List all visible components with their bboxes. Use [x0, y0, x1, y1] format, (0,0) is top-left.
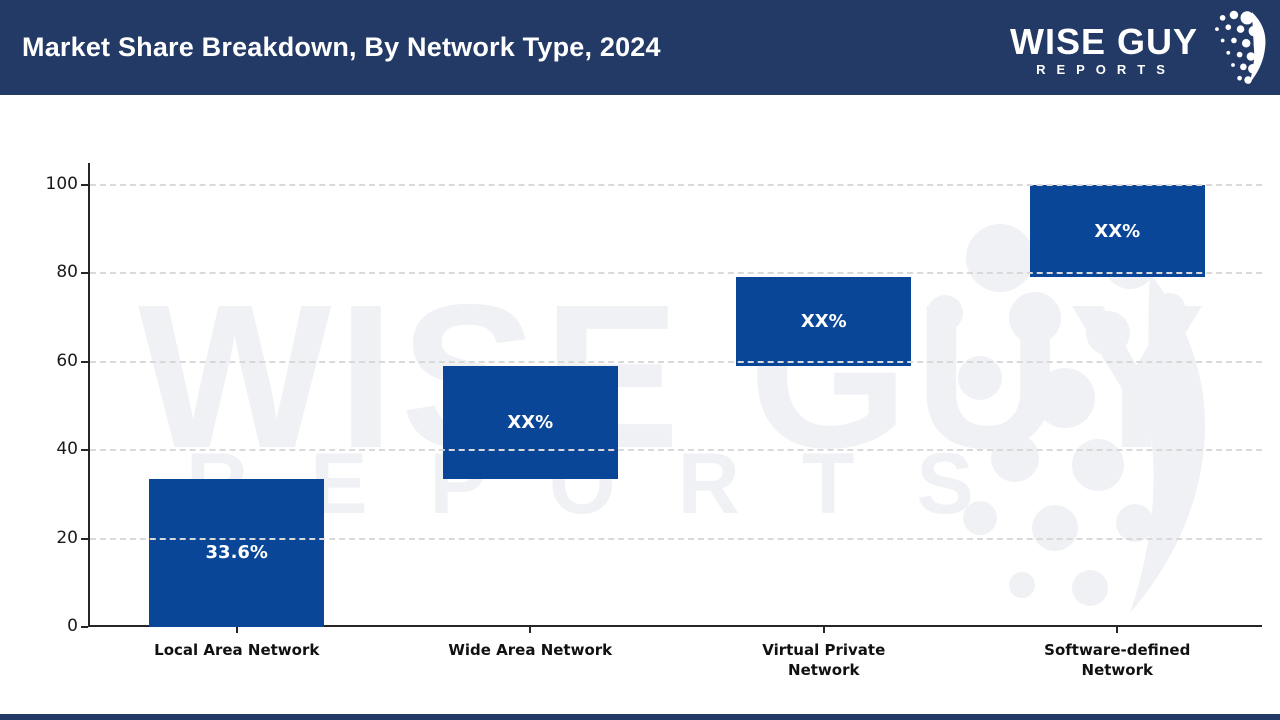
y-tick-mark-60 [81, 360, 88, 363]
gridline-y-40 [90, 449, 1262, 452]
gridline-y-100 [90, 184, 1262, 187]
y-tick-label-100: 100 [45, 174, 78, 195]
plot-area: WISE GUY REPORTS 0 20 40 60 80 100 33.6% Local … [46, 163, 1262, 679]
gridline-y-60 [90, 360, 1262, 363]
y-tick-label-40: 40 [56, 439, 78, 460]
y-tick-label-80: 80 [56, 262, 78, 283]
y-tick-label-0: 0 [67, 616, 78, 636]
x-category-label: Virtual Private Network [762, 641, 886, 680]
brand-logo-text: WISE GUY REPORTS [1009, 20, 1198, 78]
y-tick-label-60: 60 [56, 350, 78, 371]
x-category-label: Software-defined Network [1044, 641, 1191, 680]
y-tick-mark-80 [81, 272, 88, 275]
y-tick-mark-0 [81, 626, 88, 628]
brand-logo: WISE GUY REPORTS [1010, 8, 1266, 92]
header-bar: Market Share Breakdown, By Network Type,… [0, 0, 1280, 95]
bar-segment: XX% [736, 277, 912, 366]
bar-value-label: XX% [1094, 220, 1141, 242]
x-category-label: Wide Area Network [448, 641, 613, 659]
y-tick-label-20: 20 [56, 527, 78, 548]
y-tick-mark-20 [81, 537, 88, 540]
bar-segment: XX% [442, 365, 618, 479]
brand-subtitle: REPORTS [1036, 62, 1176, 78]
gridline-y-80 [90, 272, 1262, 275]
bar-value-label: XX% [800, 311, 847, 333]
gridline-y-20 [90, 537, 1262, 540]
x-tick-mark [1116, 627, 1119, 633]
bar-segment: 33.6% [149, 478, 325, 627]
y-tick-mark-100 [81, 184, 88, 187]
x-category-label: Local Area Network [154, 641, 320, 659]
bar-segment: XX% [1029, 185, 1205, 278]
x-tick-mark [822, 627, 825, 633]
bar-value-label: 33.6% [205, 542, 268, 564]
x-tick-mark [529, 627, 532, 633]
y-tick-mark-40 [81, 449, 88, 452]
bar-value-label: XX% [507, 411, 554, 433]
brand-wordmark: WISE GUY [1009, 20, 1198, 62]
footer-bar [0, 714, 1280, 720]
x-tick-mark [235, 627, 238, 633]
page-title: Market Share Breakdown, By Network Type,… [22, 32, 661, 62]
head-profile-dots-icon [1200, 8, 1266, 92]
